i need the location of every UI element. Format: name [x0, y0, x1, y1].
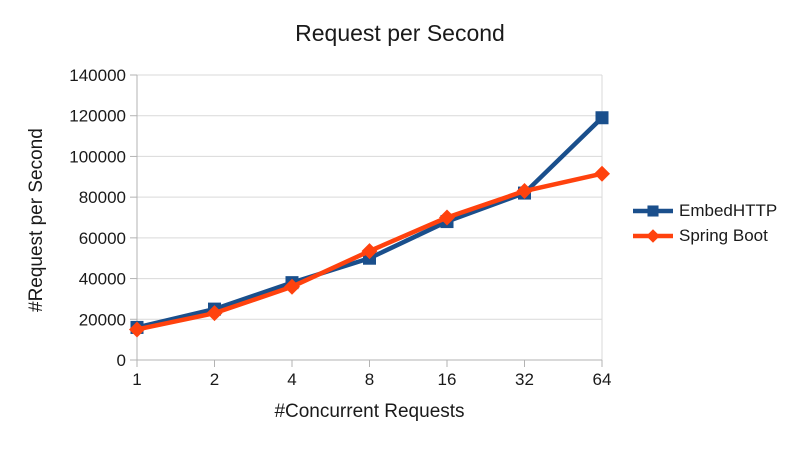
x-tick-label: 4 — [287, 370, 296, 389]
series-line-embedhttp — [136, 116, 604, 330]
legend-marker-embedhttp-icon — [633, 205, 673, 217]
series-marker-spring-boot — [129, 321, 145, 338]
x-axis-title: #Concurrent Requests — [274, 401, 465, 422]
x-tick-label: 2 — [210, 370, 219, 389]
series-marker-spring-boot — [516, 183, 533, 200]
y-tick-label: 100000 — [69, 147, 126, 166]
x-tick-label: 32 — [515, 370, 534, 389]
legend-label-springboot: Spring Boot — [679, 226, 768, 245]
legend-item-springboot: Spring Boot — [632, 224, 777, 248]
series-marker-spring-boot — [594, 165, 610, 182]
y-tick-label: 80000 — [79, 188, 126, 207]
y-tick-label: 60000 — [79, 229, 126, 248]
y-tick-label: 40000 — [79, 270, 126, 289]
y-tick-label: 0 — [117, 351, 126, 370]
y-tick-label: 20000 — [79, 310, 126, 329]
series-marker-embedhttp — [595, 111, 609, 125]
x-tick-label: 16 — [438, 370, 457, 389]
y-tick-label: 140000 — [69, 66, 126, 85]
x-tick-label: 8 — [365, 370, 374, 389]
legend-marker-springboot-icon — [633, 229, 673, 243]
series-marker-spring-boot — [439, 209, 455, 226]
legend-glyph-marker-embedhttp — [647, 205, 659, 217]
legend-label-embedhttp: EmbedHTTP — [679, 201, 778, 220]
series-marker-spring-boot — [206, 305, 223, 322]
legend-glyph-marker-spring-boot — [646, 229, 660, 243]
x-tick-label: 1 — [132, 370, 141, 389]
legend-item-embedhttp: EmbedHTTP — [632, 199, 777, 223]
series-marker-spring-boot — [361, 243, 378, 260]
legend: EmbedHTTP Spring Boot — [632, 199, 777, 248]
x-tick-label: 64 — [593, 370, 612, 389]
series-marker-spring-boot — [284, 278, 300, 295]
y-tick-label: 120000 — [69, 107, 126, 126]
chart-title: Request per Second — [295, 20, 505, 46]
